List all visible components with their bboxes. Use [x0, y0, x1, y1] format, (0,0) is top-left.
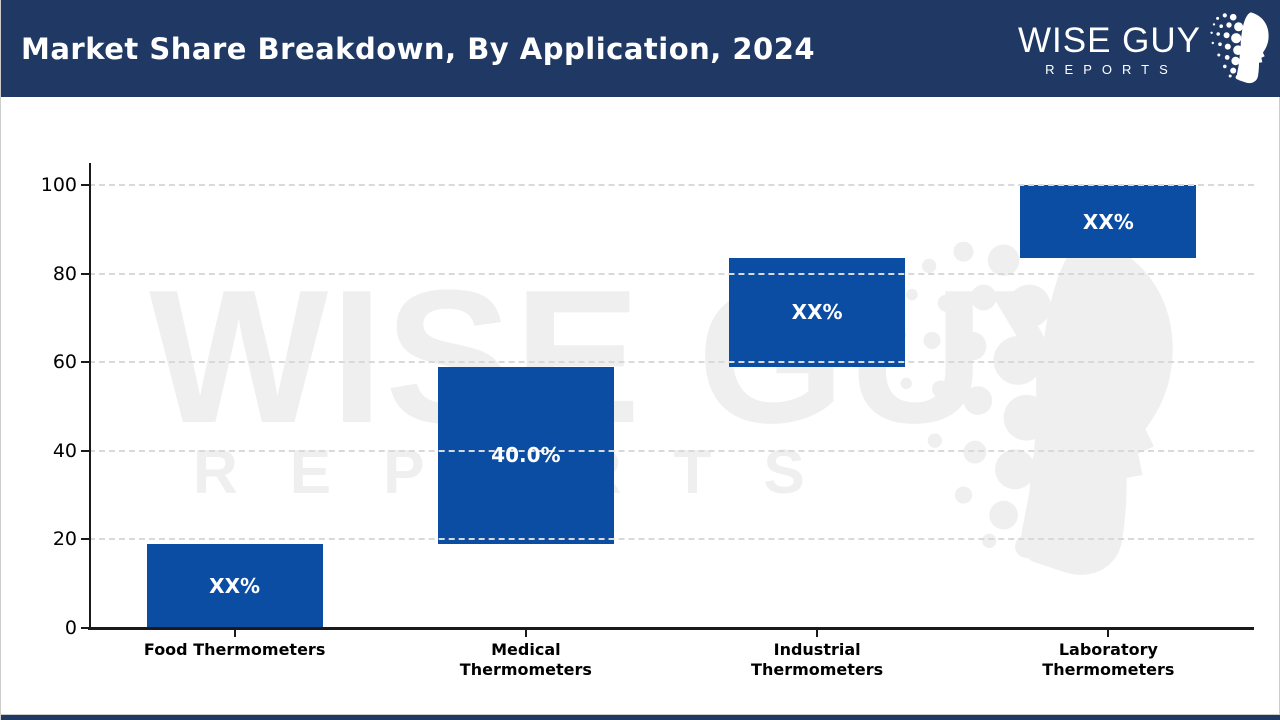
watermark-wordmark: WISE GUY: [149, 251, 1116, 463]
bar-value-label: XX%: [209, 573, 261, 598]
x-tick: [524, 628, 527, 637]
y-tick: [81, 538, 89, 541]
x-tick: [1107, 628, 1110, 637]
y-tick: [81, 272, 89, 275]
category-label: Medical Thermometers: [459, 640, 592, 679]
bottom-hairline: [1, 714, 1280, 715]
header-bar: Market Share Breakdown, By Application, …: [1, 0, 1280, 97]
gridline: [89, 184, 1254, 187]
gridline: [89, 361, 1254, 364]
footer-bar: [1, 715, 1280, 720]
bar: [1020, 185, 1197, 259]
gridline: [89, 272, 1254, 275]
wise-guy-logo: WISE GUY REPORTS: [1018, 5, 1271, 93]
y-tick-label: 60: [52, 351, 77, 374]
bar: [729, 258, 906, 367]
watermark-face-icon: [869, 222, 1184, 602]
x-tick: [233, 628, 236, 637]
y-tick-label: 20: [52, 528, 77, 551]
bar-value-label: XX%: [1082, 209, 1134, 234]
category-label: Laboratory Thermometers: [1042, 640, 1175, 679]
bar: [437, 366, 614, 544]
bar-value-label: XX%: [791, 300, 843, 325]
y-tick-label: 40: [52, 439, 77, 462]
logo-subtitle: REPORTS: [1045, 61, 1178, 77]
category-label: Industrial Thermometers: [751, 640, 884, 679]
y-tick: [81, 184, 89, 187]
bar: [146, 543, 323, 628]
y-tick: [81, 627, 89, 629]
wise-guy-face-icon: [1205, 9, 1271, 89]
category-label: Food Thermometers: [143, 640, 326, 659]
y-tick-label: 0: [64, 617, 77, 639]
y-tick: [81, 361, 89, 364]
y-tick-label: 80: [52, 262, 77, 285]
bar-value-label: 40.0%: [491, 443, 561, 468]
page-title: Market Share Breakdown, By Application, …: [21, 31, 816, 66]
y-tick-label: 100: [40, 174, 77, 197]
x-tick: [816, 628, 819, 637]
y-axis-line: [89, 163, 91, 628]
gridline: [89, 538, 1254, 541]
x-axis-line: [88, 627, 1254, 630]
logo-wordmark: WISE GUY: [1017, 20, 1201, 60]
gridline: [89, 449, 1254, 452]
y-tick: [81, 449, 89, 452]
